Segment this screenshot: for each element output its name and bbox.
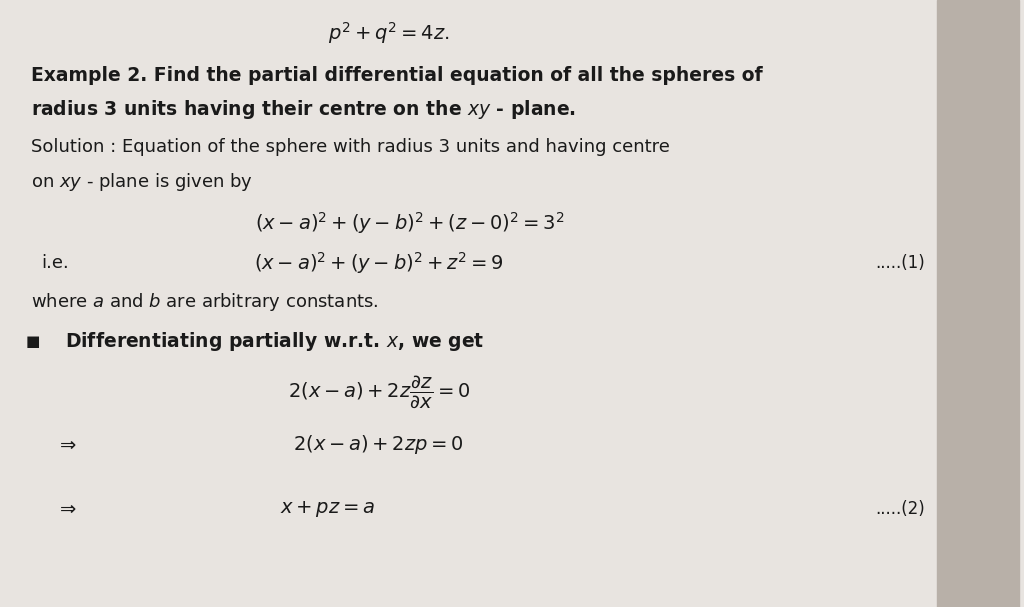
Text: .....(2): .....(2)	[876, 500, 926, 518]
Bar	[937, 0, 1019, 607]
Text: where $a$ and $b$ are arbitrary constants.: where $a$ and $b$ are arbitrary constant…	[31, 291, 378, 313]
Text: $\Rightarrow$: $\Rightarrow$	[56, 499, 78, 518]
Text: $2(x-a)+2zp=0$: $2(x-a)+2zp=0$	[294, 433, 464, 456]
Text: $\Rightarrow$: $\Rightarrow$	[56, 435, 78, 454]
Text: $2(x-a)+2z\dfrac{\partial z}{\partial x}=0$: $2(x-a)+2z\dfrac{\partial z}{\partial x}…	[288, 373, 470, 410]
Text: on $xy$ - plane is given by: on $xy$ - plane is given by	[31, 171, 253, 193]
Text: $p^2 + q^2 = 4z.$: $p^2 + q^2 = 4z.$	[329, 21, 450, 46]
Text: ■: ■	[26, 334, 40, 349]
Text: radius 3 units having their centre on the $xy$ - plane.: radius 3 units having their centre on th…	[31, 98, 575, 121]
Text: Example 2. Find the partial differential equation of all the spheres of: Example 2. Find the partial differential…	[31, 66, 762, 86]
Text: Solution : Equation of the sphere with radius 3 units and having centre: Solution : Equation of the sphere with r…	[31, 138, 670, 156]
Text: $(x-a)^2+(y-b)^2+z^2=9$: $(x-a)^2+(y-b)^2+z^2=9$	[254, 251, 504, 276]
Text: .....(1): .....(1)	[876, 254, 926, 273]
Text: i.e.: i.e.	[41, 254, 69, 273]
Text: $x+pz=a$: $x+pz=a$	[281, 499, 375, 518]
Text: $(x-a)^2+(y-b)^2+(z-0)^2=3^2$: $(x-a)^2+(y-b)^2+(z-0)^2=3^2$	[255, 211, 564, 236]
Text: Differentiating partially w.r.t. $x$, we get: Differentiating partially w.r.t. $x$, we…	[65, 330, 484, 353]
